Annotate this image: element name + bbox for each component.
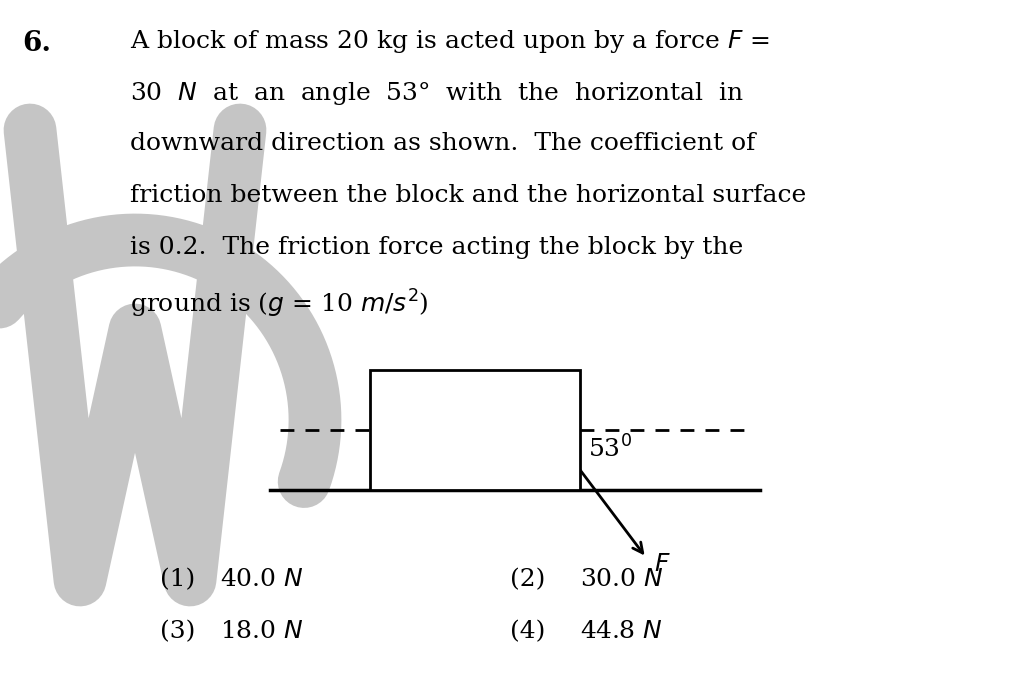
Text: (1): (1)	[160, 568, 196, 591]
Text: 18.0 $N$: 18.0 $N$	[220, 620, 304, 643]
Text: (3): (3)	[160, 620, 196, 643]
Text: 6.: 6.	[22, 30, 51, 57]
Text: 30  $N$  at  an  angle  53°  with  the  horizontal  in: 30 $N$ at an angle 53° with the horizont…	[130, 80, 743, 107]
Text: A block of mass 20 kg is acted upon by a force $F$ =: A block of mass 20 kg is acted upon by a…	[130, 28, 770, 55]
Bar	[370, 370, 580, 490]
Text: (4): (4)	[510, 620, 546, 643]
Text: 30.0 $N$: 30.0 $N$	[580, 568, 664, 591]
Text: downward direction as shown.  The coefficient of: downward direction as shown. The coeffic…	[130, 132, 756, 155]
Text: (2): (2)	[510, 568, 546, 591]
Text: friction between the block and the horizontal surface: friction between the block and the horiz…	[130, 184, 806, 207]
Text: ground is ($g$ = 10 $m/s^2$): ground is ($g$ = 10 $m/s^2$)	[130, 288, 429, 320]
Text: is 0.2.  The friction force acting the block by the: is 0.2. The friction force acting the bl…	[130, 236, 743, 259]
Text: 53$^0$: 53$^0$	[588, 435, 632, 462]
Text: 44.8 $N$: 44.8 $N$	[580, 620, 663, 643]
Text: $F$: $F$	[654, 553, 671, 576]
Text: 40.0 $N$: 40.0 $N$	[220, 568, 304, 591]
